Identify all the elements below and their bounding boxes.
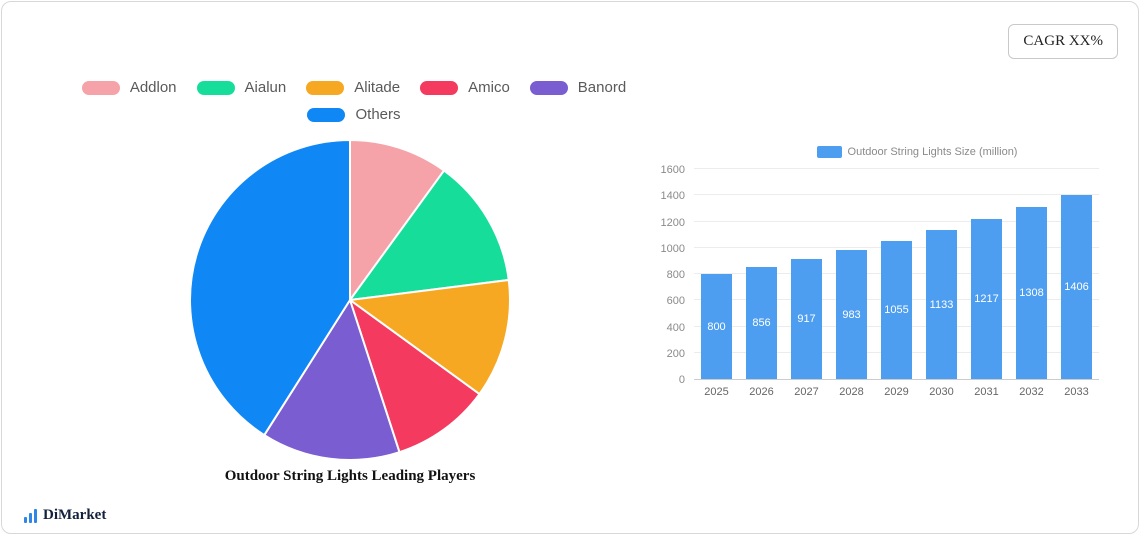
cagr-label: CAGR XX% <box>1023 33 1103 49</box>
y-tick-label: 1600 <box>660 164 685 176</box>
legend-item-alitade[interactable]: Alitade <box>306 79 400 96</box>
bar-value-label: 800 <box>707 320 726 333</box>
bar-value-label: 1133 <box>929 298 954 311</box>
pie-legend: Addlon Aialun Alitade Amico Banord Others <box>48 79 660 123</box>
bar-2027: 917 <box>791 258 822 379</box>
bar-legend-swatch <box>816 146 842 158</box>
pie-slice-alitade <box>347 278 512 396</box>
bar-value-label: 856 <box>752 316 771 329</box>
bar-x-axis: 2025 2026 2027 2028 2029 2030 2031 2032 2033 <box>694 386 1099 398</box>
legend-row: Others <box>307 106 401 123</box>
legend-item-aialun[interactable]: Aialun <box>196 79 287 96</box>
y-tick-label: 200 <box>666 347 685 360</box>
legend-swatch <box>306 80 345 95</box>
bar-2026: 856 <box>746 266 777 379</box>
bar-value-label: 1217 <box>974 293 999 306</box>
legend-swatch <box>529 80 568 95</box>
bar-value-label: 983 <box>842 308 861 321</box>
bar-chart: Outdoor String Lights Size (million) 0 20… <box>652 146 1138 398</box>
x-tick-label: 2033 <box>1064 386 1089 398</box>
pie-slice-banord <box>262 297 401 461</box>
bar-slot: 1133 <box>919 170 964 379</box>
legend-row: Addlon Aialun Alitade Amico Banord <box>81 79 627 96</box>
bar-slot: 917 <box>784 170 829 379</box>
bar-legend[interactable]: Outdoor String Lights Size (million) <box>694 146 1138 158</box>
bar-value-label: 917 <box>797 312 816 325</box>
cagr-badge: CAGR XX% <box>1008 24 1118 59</box>
legend-swatch <box>196 80 235 95</box>
pie-slice-amico <box>348 297 481 454</box>
legend-swatch <box>307 107 346 122</box>
bar-slot: 1217 <box>964 170 1009 379</box>
dimarket-logo: DiMarket <box>24 508 106 523</box>
y-tick-label: 600 <box>666 295 685 308</box>
legend-label: Alitade <box>354 79 401 96</box>
legend-label: Addlon <box>129 79 177 96</box>
x-tick-label: 2025 <box>704 386 729 398</box>
legend-item-amico[interactable]: Amico <box>420 79 510 96</box>
legend-swatch <box>81 80 120 95</box>
legend-label: Aialun <box>244 79 287 96</box>
y-tick-label: 0 <box>678 374 685 386</box>
bar-slot: 1055 <box>874 170 919 379</box>
pie-slice-aialun <box>347 169 510 302</box>
bar-2028: 983 <box>836 250 867 379</box>
gridline <box>694 168 1099 169</box>
x-tick-label: 2028 <box>839 386 864 398</box>
legend-item-banord[interactable]: Banord <box>529 79 627 96</box>
gridline <box>694 220 1099 222</box>
x-tick-label: 2029 <box>884 386 909 398</box>
y-tick-label: 1000 <box>660 242 685 255</box>
bar-2031: 1217 <box>971 219 1002 379</box>
legend-label: Others <box>355 106 401 123</box>
legend-item-others[interactable]: Others <box>307 106 401 123</box>
y-tick-label: 800 <box>666 269 685 281</box>
bar-value-label: 1406 <box>1064 280 1089 293</box>
x-tick-label: 2027 <box>794 386 819 398</box>
y-tick-label: 1200 <box>660 216 685 229</box>
pie-slice-addlon <box>349 138 446 304</box>
legend-swatch <box>420 80 459 95</box>
bar-value-label: 1055 <box>884 303 909 316</box>
bar-2032: 1308 <box>1016 207 1047 379</box>
bar-legend-label: Outdoor String Lights Size (million) <box>847 146 1018 158</box>
bar-chart-icon <box>24 509 37 523</box>
x-tick-label: 2026 <box>749 386 774 398</box>
x-tick-label: 2030 <box>929 386 954 398</box>
legend-label: Banord <box>577 79 627 96</box>
x-tick-label: 2032 <box>1019 386 1044 398</box>
legend-item-addlon[interactable]: Addlon <box>81 79 177 96</box>
bar-2025: 800 <box>701 274 732 379</box>
bar-value-label: 1308 <box>1019 287 1044 300</box>
gridline <box>694 194 1099 196</box>
bar-slot: 1308 <box>1009 170 1054 379</box>
bar-2033: 1406 <box>1061 194 1092 379</box>
x-tick-label: 2031 <box>974 386 999 398</box>
bar-slot: 800 <box>694 170 739 379</box>
pie-chart <box>189 138 512 461</box>
bar-slot: 1406 <box>1054 170 1099 379</box>
legend-label: Amico <box>468 79 510 96</box>
y-tick-label: 1400 <box>660 190 685 203</box>
bar-2030: 1133 <box>926 230 957 379</box>
pie-title: Outdoor String Lights Leading Players <box>224 468 476 484</box>
bar-slot: 856 <box>739 170 784 379</box>
bar-slot: 983 <box>829 170 874 379</box>
pie-slice-others <box>189 138 351 437</box>
logo-text: DiMarket <box>43 507 107 523</box>
bar-2029: 1055 <box>881 240 912 379</box>
y-tick-label: 400 <box>666 321 685 334</box>
bar-y-axis: 0 200 400 600 800 1000 1200 1400 1600 <box>652 164 694 386</box>
bar-plot: 800 856 917 983 1055 1133 1217 1308 1406 <box>694 168 1099 380</box>
